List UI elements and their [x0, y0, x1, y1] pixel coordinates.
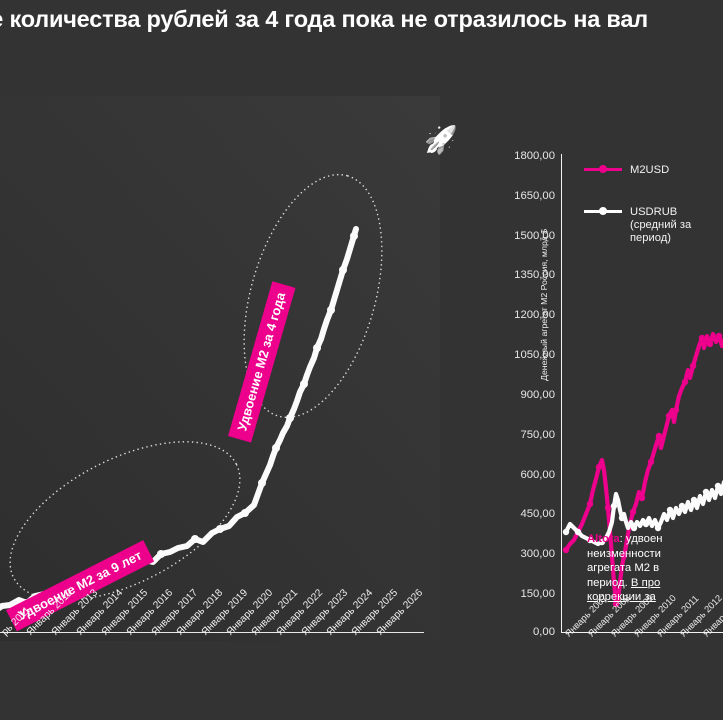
right-chart: Денежный агрегат M2 Россия, млрд $ 1800,… — [460, 150, 723, 650]
left-chart-x-axis — [0, 632, 424, 633]
right-chart-x-axis — [561, 632, 723, 633]
left-chart-x-tick-labels: рь 2011 Январь 2012 Январь 2013 Январь 2… — [0, 587, 440, 720]
legend-item-usdrub: USDRUB (средний за период) — [584, 206, 723, 245]
right-chart-y-axis — [561, 154, 562, 632]
right-chart-x-tick-labels: Январь 2007 Январь 2008 Январь 2009 Янва… — [460, 593, 723, 720]
y-tick: 1050,00 — [514, 349, 555, 361]
legend-item-m2usd: M2USD — [584, 164, 723, 180]
annotation-link-1[interactable]: В про — [630, 576, 661, 589]
left-chart: Удвоение М2 за 9 лет Удвоение М2 за 4 го… — [0, 96, 440, 641]
y-tick: 750,00 — [520, 429, 555, 441]
y-tick: 1500,00 — [514, 230, 555, 242]
series-m2usd-markers — [562, 332, 723, 608]
ellipse-doubling-4-years — [243, 173, 383, 419]
legend-swatch-m2usd — [584, 165, 622, 173]
rocket-icon: 🚀 — [424, 125, 458, 155]
series-usdrub-markers — [562, 482, 722, 546]
legend-swatch-usdrub — [584, 207, 622, 215]
annotation-line-4: период. — [587, 576, 631, 589]
annotation-line-1: : удвоен — [619, 533, 663, 545]
y-tick: 600,00 — [520, 469, 555, 481]
legend-label-m2usd: M2USD — [630, 164, 670, 176]
left-chart-plot — [0, 96, 440, 641]
annotation-line-3: агрегата М2 в — [587, 562, 660, 575]
y-tick: 1800,00 — [514, 150, 555, 162]
y-tick: 1650,00 — [514, 190, 555, 202]
y-tick: 900,00 — [520, 389, 555, 401]
y-tick: 1200,00 — [514, 309, 555, 321]
legend-label-usdrub: USDRUB (средний за период) — [630, 206, 692, 244]
y-tick: 300,00 — [520, 548, 555, 560]
ellipse-doubling-9-years — [9, 441, 241, 601]
y-tick: 450,00 — [520, 508, 555, 520]
right-chart-plot — [562, 331, 723, 608]
page-title: ие количества рублей за 4 года пока не о… — [0, 6, 648, 32]
annotation-brand: Altora — [587, 533, 620, 545]
right-chart-annotation: Altora: удвоен неизменности агрегата М2 … — [587, 532, 723, 605]
y-tick: 150,00 — [520, 588, 555, 600]
annotation-link-2[interactable]: коррекции за — [587, 591, 656, 604]
y-tick: 1350,00 — [514, 269, 555, 281]
series-m2usd-line — [563, 331, 723, 607]
y-tick: 0,00 — [533, 626, 555, 638]
right-chart-legend: M2USD USDRUB (средний за период) — [584, 164, 723, 271]
annotation-line-2: неизменности — [587, 547, 661, 560]
